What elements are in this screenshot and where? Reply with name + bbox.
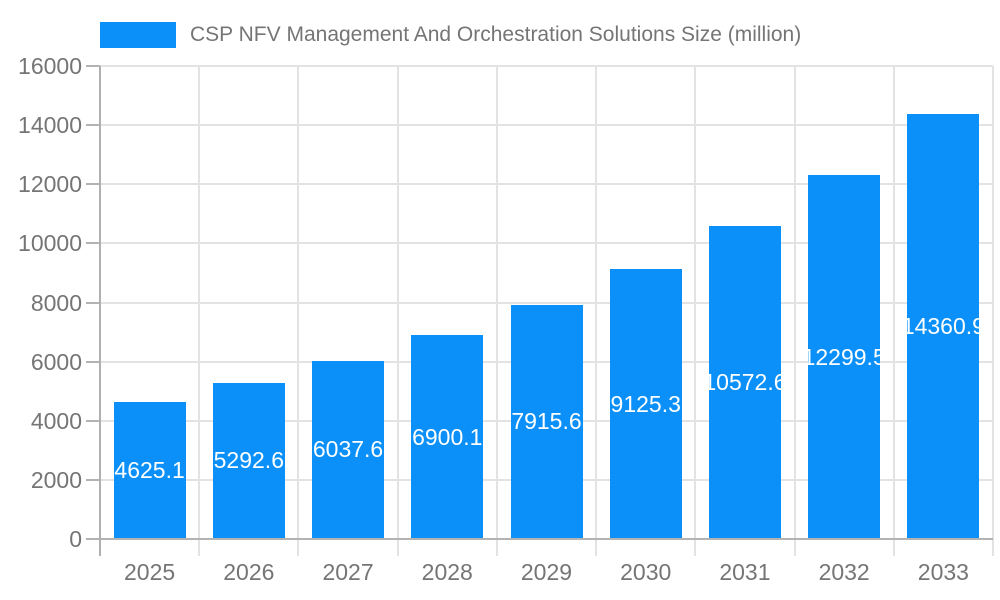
bar-value-label: 12299.5	[808, 343, 881, 370]
y-tick	[86, 360, 100, 363]
y-gridline	[100, 242, 993, 245]
y-tick-label: 6000	[30, 348, 82, 375]
y-tick-label: 4000	[30, 407, 82, 434]
plot-area: 0 2000 4000 6000 8000 10000 12000 14000 16000 462…	[18, 55, 994, 584]
y-gridline	[100, 65, 993, 67]
x-gridline	[992, 66, 994, 556]
bar-value-label: 4625.1	[114, 457, 185, 484]
y-tick	[86, 183, 100, 186]
bar-value-label: 14360.9	[907, 313, 980, 340]
x-tick-label: 2026	[223, 559, 275, 585]
y-tick	[86, 65, 100, 67]
y-tick	[86, 538, 100, 540]
x-tick-label: 2033	[917, 559, 969, 585]
bar: 7915.6	[510, 304, 583, 539]
y-tick-label: 10000	[18, 230, 82, 257]
x-gridline	[793, 66, 796, 556]
y-tick	[86, 419, 100, 422]
y-gridline	[100, 301, 993, 304]
bar-value-label: 7915.6	[511, 408, 582, 435]
bar: 5292.6	[212, 382, 285, 539]
x-gridline	[198, 66, 201, 556]
y-tick-label: 8000	[30, 289, 82, 316]
x-tick-label: 2030	[620, 559, 672, 585]
y-tick-label: 12000	[18, 171, 82, 198]
bar-value-label: 5292.6	[213, 447, 284, 474]
x-tick-label: 2027	[322, 559, 374, 585]
bar: 6900.1	[411, 335, 484, 539]
y-tick-label: 16000	[18, 53, 82, 79]
bar-value-label: 9125.3	[610, 390, 681, 417]
bar: 4625.1	[113, 402, 186, 539]
y-tick	[86, 478, 100, 481]
x-tick-label: 2032	[818, 559, 870, 585]
x-gridline	[396, 66, 399, 556]
y-gridline	[100, 183, 993, 186]
y-gridline	[100, 124, 993, 127]
bar: 12299.5	[808, 175, 881, 539]
x-gridline	[297, 66, 300, 556]
bar-value-label: 6900.1	[412, 423, 483, 450]
y-tick-label: 0	[69, 526, 82, 552]
x-gridline	[694, 66, 697, 556]
bar: 14360.9	[907, 114, 980, 539]
y-tick	[86, 301, 100, 304]
x-tick-label: 2029	[520, 559, 573, 585]
x-gridline	[595, 66, 598, 556]
y-tick	[86, 242, 100, 245]
y-tick-label: 2000	[30, 466, 82, 493]
legend-swatch	[100, 21, 176, 48]
bar-value-label: 6037.6	[312, 436, 384, 463]
x-gridline	[495, 66, 498, 556]
x-tick-label: 2031	[719, 559, 771, 585]
x-gridline	[892, 66, 895, 556]
legend-label: CSP NFV Management And Orchestration Sol…	[190, 22, 802, 46]
x-tick-label: 2025	[124, 559, 176, 585]
x-tick-label: 2028	[421, 559, 473, 585]
bar: 6037.6	[312, 360, 385, 539]
y-axis-line	[99, 66, 101, 556]
x-axis-line	[100, 538, 993, 540]
legend: CSP NFV Management And Orchestration Sol…	[100, 21, 801, 48]
y-tick-label: 14000	[18, 112, 82, 139]
bar: 10572.6	[708, 226, 781, 539]
bar-value-label: 10572.6	[708, 369, 781, 396]
bar: 9125.3	[609, 269, 682, 539]
y-tick	[86, 124, 100, 127]
